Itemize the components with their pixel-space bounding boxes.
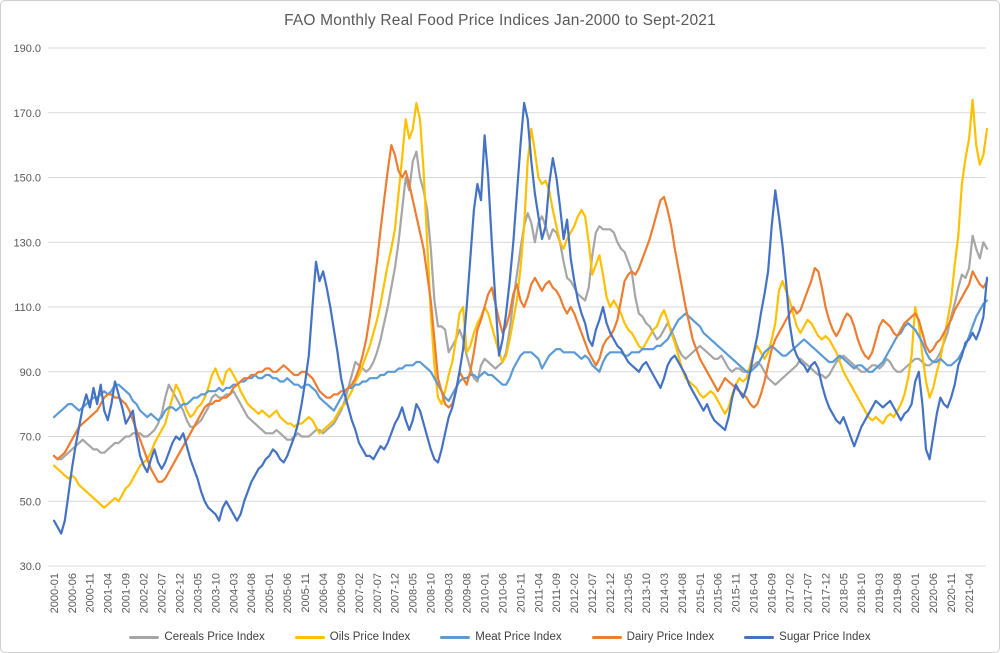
legend-item-cereals-price-index: Cereals Price Index — [129, 631, 265, 643]
chart-title: FAO Monthly Real Food Price Indices Jan-… — [284, 12, 716, 29]
y-tick-label: 130.0 — [13, 237, 41, 249]
x-tick-label: 2013-10 — [641, 573, 653, 613]
legend-swatch-cereals-price-index — [129, 635, 160, 639]
x-tick-label: 2010-01 — [479, 573, 491, 613]
x-tick-label: 2015-01 — [695, 573, 707, 613]
x-tick-label: 2017-07 — [802, 573, 814, 613]
legend-label: Sugar Price Index — [779, 631, 871, 643]
x-tick-label: 2004-08 — [246, 573, 258, 613]
chart-legend: Cereals Price Index Oils Price Index Meat … — [1, 631, 999, 643]
legend-swatch-meat-price-index — [440, 635, 471, 639]
series-line-oils-price-index — [52, 98, 989, 509]
x-tick-label: 2007-02 — [354, 573, 366, 613]
legend-swatch-dairy-price-index — [591, 635, 622, 639]
x-tick-label: 2015-06 — [713, 573, 725, 613]
x-tick-label: 2000-06 — [67, 573, 79, 613]
legend-swatch-oils-price-index — [294, 635, 325, 639]
x-tick-label: 2020-01 — [910, 573, 922, 613]
legend-label: Dairy Price Index — [626, 631, 715, 643]
x-tick-label: 2012-02 — [569, 573, 581, 613]
x-tick-label: 2015-11 — [731, 573, 743, 613]
x-tick-label: 2010-11 — [515, 573, 527, 613]
x-tick-label: 2008-05 — [408, 573, 420, 613]
x-tick-label: 2006-04 — [318, 573, 330, 613]
x-tick-label: 2019-08 — [892, 573, 904, 613]
y-tick-label: 190.0 — [13, 43, 41, 55]
legend-item-meat-price-index: Meat Price Index — [440, 631, 562, 643]
x-tick-label: 2002-02 — [139, 573, 151, 613]
x-tick-label: 2007-12 — [390, 573, 402, 613]
x-tick-label: 2001-04 — [103, 573, 115, 613]
x-tick-label: 2000-11 — [85, 573, 97, 613]
x-tick-label: 2003-05 — [192, 573, 204, 613]
legend-item-oils-price-index: Oils Price Index — [294, 631, 411, 643]
x-tick-label: 2011-04 — [533, 573, 545, 613]
legend-label: Cereals Price Index — [164, 631, 265, 643]
x-tick-label: 2014-08 — [677, 573, 689, 613]
y-tick-label: 50.0 — [20, 496, 41, 508]
legend-label: Oils Price Index — [329, 631, 411, 643]
x-tick-label: 2021-04 — [964, 573, 976, 613]
x-tick-label: 2016-09 — [767, 573, 779, 613]
x-tick-label: 2010-06 — [497, 573, 509, 613]
x-tick-label: 2012-07 — [587, 573, 599, 613]
x-tick-label: 2017-02 — [784, 573, 796, 613]
x-tick-label: 2001-09 — [121, 573, 133, 613]
x-tick-label: 2019-03 — [874, 573, 886, 613]
series-line-meat-price-index — [52, 299, 989, 422]
x-tick-label: 2007-07 — [372, 573, 384, 613]
x-tick-label: 2009-03 — [444, 573, 456, 613]
x-tick-label: 2017-12 — [820, 573, 832, 613]
y-tick-label: 150.0 — [13, 173, 41, 185]
legend-label: Meat Price Index — [475, 631, 562, 643]
x-tick-label: 2005-06 — [282, 573, 294, 613]
y-tick-label: 90.0 — [20, 367, 41, 379]
x-tick-label: 2002-12 — [174, 573, 186, 613]
x-tick-label: 2008-10 — [426, 573, 438, 613]
x-tick-label: 2018-10 — [856, 573, 868, 613]
legend-item-dairy-price-index: Dairy Price Index — [591, 631, 715, 643]
x-tick-label: 2003-10 — [210, 573, 222, 613]
x-tick-label: 2006-09 — [336, 573, 348, 613]
x-tick-label: 2000-01 — [49, 573, 61, 613]
x-tick-label: 2018-05 — [838, 573, 850, 613]
x-tick-label: 2012-12 — [605, 573, 617, 613]
x-tick-label: 2013-05 — [623, 573, 635, 613]
x-tick-label: 2020-11 — [946, 573, 958, 613]
x-tick-label: 2011-09 — [551, 573, 563, 613]
x-tick-label: 2014-03 — [659, 573, 671, 613]
series-line-dairy-price-index — [52, 144, 989, 483]
legend-item-sugar-price-index: Sugar Price Index — [744, 631, 871, 643]
x-tick-label: 2020-06 — [928, 573, 940, 613]
x-tick-label: 2002-07 — [157, 573, 169, 613]
y-axis-labels: 190.0 170.0 150.0 130.0 110.0 90.0 70.0 50.0 30.… — [13, 43, 41, 573]
y-tick-label: 110.0 — [14, 302, 41, 314]
x-tick-label: 2005-11 — [300, 573, 312, 613]
y-tick-label: 70.0 — [20, 432, 41, 444]
series-line-sugar-price-index — [52, 101, 989, 535]
y-gridlines — [48, 47, 986, 567]
y-tick-label: 170.0 — [13, 108, 41, 120]
x-tick-label: 2005-01 — [264, 573, 276, 613]
y-tick-label: 30.0 — [20, 561, 41, 573]
x-tick-label: 2016-04 — [749, 573, 761, 613]
x-tick-label: 2004-03 — [228, 573, 240, 613]
x-tick-label: 2009-08 — [462, 573, 474, 613]
legend-swatch-sugar-price-index — [744, 635, 775, 639]
x-axis-labels: 2000-01 2000-06 2000-11 2001-04 2001-09 2002-… — [49, 573, 976, 613]
